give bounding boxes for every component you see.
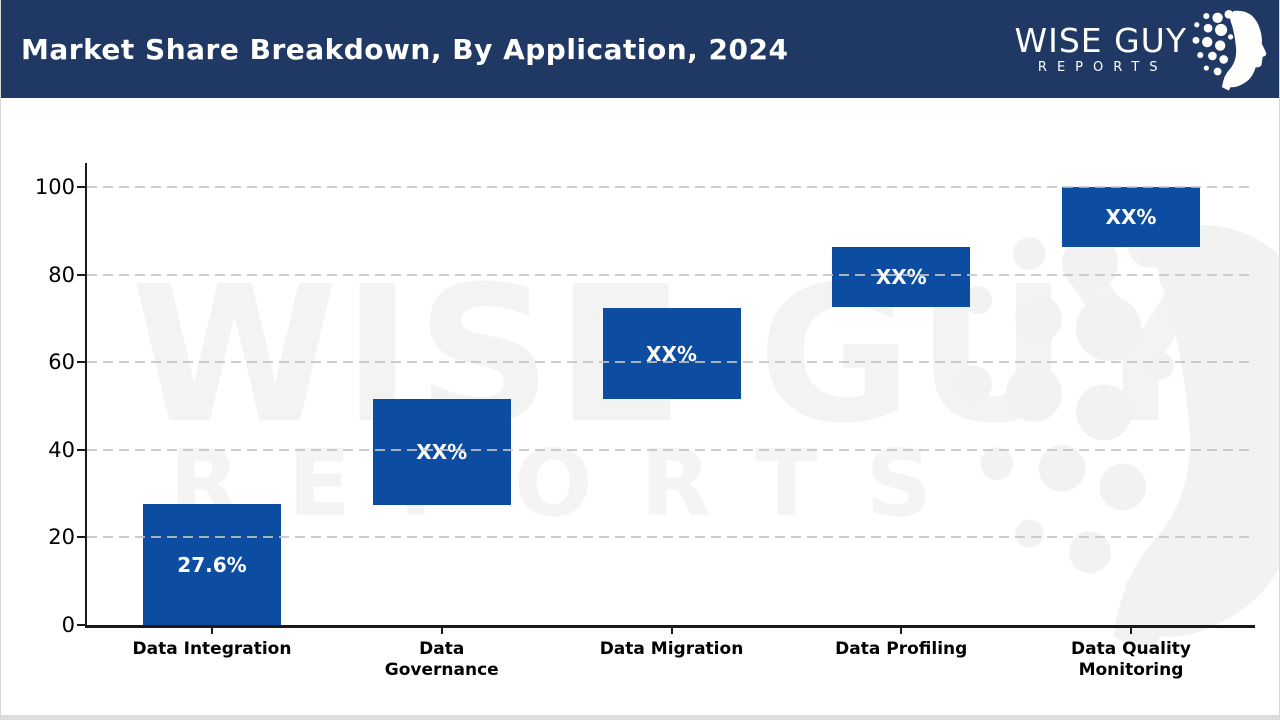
y-tick-label-60: 60 xyxy=(48,350,75,375)
x-tick-1 xyxy=(211,627,213,634)
category-label: Data Governance xyxy=(384,639,499,680)
y-tick-label-100: 100 xyxy=(34,175,75,200)
logo-text: WISE GUY REPORTS xyxy=(1014,24,1187,74)
bar-data-quality-monitoring: XX% xyxy=(1062,187,1200,248)
bar-value-label: 27.6% xyxy=(177,552,247,577)
watermark-line2: REPORTS xyxy=(169,430,981,537)
header: Market Share Breakdown, By Application, … xyxy=(1,0,1279,98)
bar-value-label: XX% xyxy=(416,439,468,464)
watermark-head-icon xyxy=(954,221,1279,655)
gridline-40 xyxy=(87,448,1254,451)
category-label: Data Quality Monitoring xyxy=(1071,639,1191,680)
y-tick-label-80: 80 xyxy=(48,262,75,287)
y-tick-label-20: 20 xyxy=(48,525,75,550)
logo-subtitle: REPORTS xyxy=(1037,60,1168,75)
x-tick-3 xyxy=(670,627,673,634)
bar-data-governance: XX% xyxy=(372,399,511,505)
y-tick-label-0: 0 xyxy=(61,613,75,637)
gridline-100 xyxy=(87,186,1254,189)
gridline-20 xyxy=(87,536,1254,539)
y-tick-60 xyxy=(77,361,85,364)
x-tick-5 xyxy=(1130,627,1132,634)
y-tick-0 xyxy=(77,624,85,626)
bar-value-label: XX% xyxy=(1105,205,1157,230)
dotted-head-icon xyxy=(1192,10,1267,91)
category-label: Data Migration xyxy=(599,639,744,659)
bar-data-integration: 27.6% xyxy=(143,504,281,625)
gridline-60 xyxy=(87,361,1254,364)
y-tick-20 xyxy=(77,536,85,539)
y-tick-80 xyxy=(77,273,85,276)
x-axis-spine xyxy=(85,625,1255,628)
x-tick-2 xyxy=(440,627,443,634)
bottom-border xyxy=(1,715,1279,720)
y-axis-spine xyxy=(85,163,87,627)
logo-name: WISE GUY xyxy=(1014,21,1187,60)
category-label: Data Integration xyxy=(132,639,292,659)
y-tick-40 xyxy=(77,448,85,451)
gridline-80 xyxy=(87,273,1254,276)
page-title: Market Share Breakdown, By Application, … xyxy=(21,32,789,66)
x-tick-4 xyxy=(900,627,903,634)
bar-data-profiling: XX% xyxy=(832,247,971,308)
y-tick-label-40: 40 xyxy=(48,437,75,462)
y-tick-100 xyxy=(77,186,85,189)
bar-data-migration: XX% xyxy=(602,308,741,400)
category-label: Data Profiling xyxy=(835,639,968,659)
wiseguy-logo: WISE GUY REPORTS xyxy=(1014,7,1267,91)
bar-value-label: XX% xyxy=(875,265,927,290)
